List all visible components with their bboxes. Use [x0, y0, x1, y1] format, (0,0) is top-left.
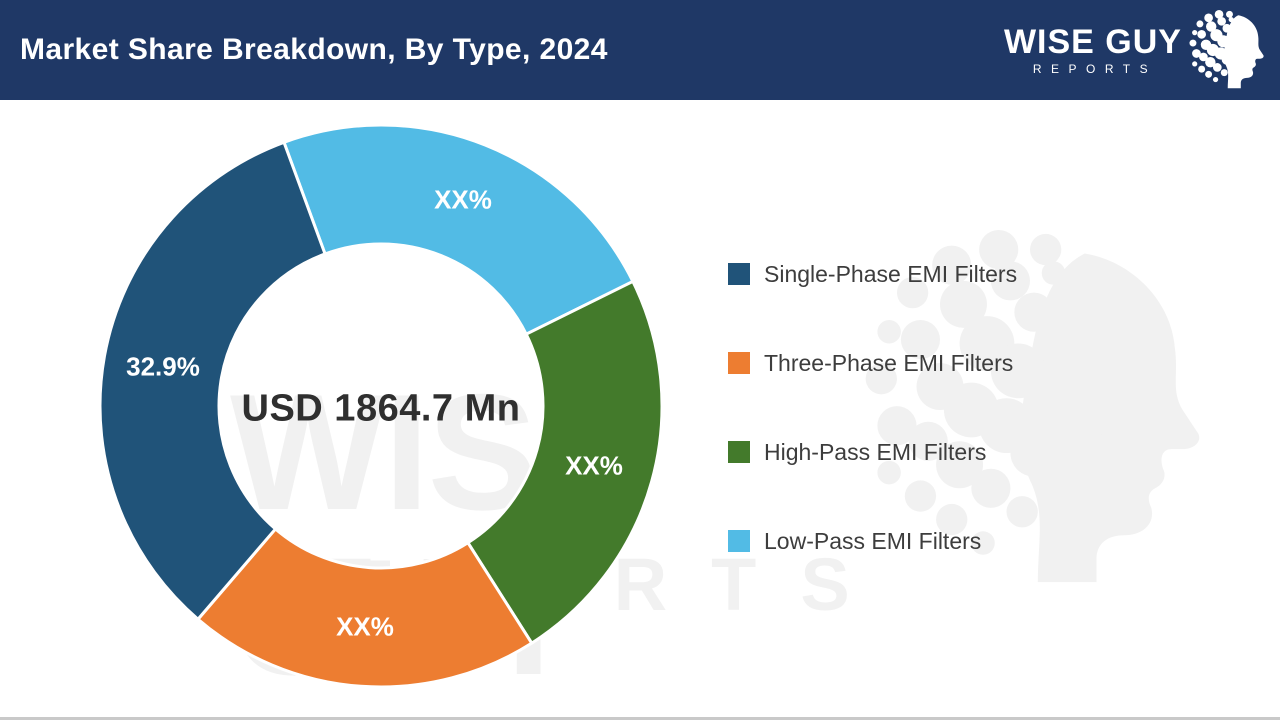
legend-label: Low-Pass EMI Filters — [764, 527, 982, 554]
donut-svg — [98, 123, 664, 689]
donut-slice-single-phase-emi-filters — [98, 140, 327, 621]
legend-item-low-pass: Low-Pass EMI Filters — [728, 527, 1017, 555]
logo-subtext: REPORTS — [1032, 61, 1158, 76]
logo-text: WISE GUY REPORTS — [1004, 25, 1182, 76]
page-title: Market Share Breakdown, By Type, 2024 — [20, 33, 608, 66]
legend-item-three-phase: Three-Phase EMI Filters — [728, 349, 1017, 377]
chart-area: WISE GUY REPORTS USD 1864.7 Mn XX%XX%XX%… — [0, 100, 1280, 717]
logo-wordmark: WISE GUY — [1003, 22, 1182, 61]
legend-swatch — [728, 441, 750, 463]
legend: Single-Phase EMI Filters Three-Phase EMI… — [728, 260, 1017, 616]
logo-face-icon — [1189, 10, 1264, 89]
donut-slice-high-pass-emi-filters — [466, 279, 664, 645]
legend-label: High-Pass EMI Filters — [764, 438, 987, 465]
legend-item-high-pass: High-Pass EMI Filters — [728, 438, 1017, 466]
donut-slice-low-pass-emi-filters — [282, 123, 635, 336]
donut-chart — [97, 122, 665, 690]
legend-swatch — [728, 530, 750, 552]
legend-item-single-phase: Single-Phase EMI Filters — [728, 260, 1017, 288]
donut-slice-three-phase-emi-filters — [196, 527, 534, 689]
header: Market Share Breakdown, By Type, 2024 WI… — [0, 0, 1280, 100]
legend-swatch — [728, 263, 750, 285]
wiseguy-logo: WISE GUY REPORTS — [1004, 8, 1266, 92]
legend-label: Single-Phase EMI Filters — [764, 260, 1018, 287]
legend-swatch — [728, 352, 750, 374]
legend-label: Three-Phase EMI Filters — [764, 349, 1014, 376]
